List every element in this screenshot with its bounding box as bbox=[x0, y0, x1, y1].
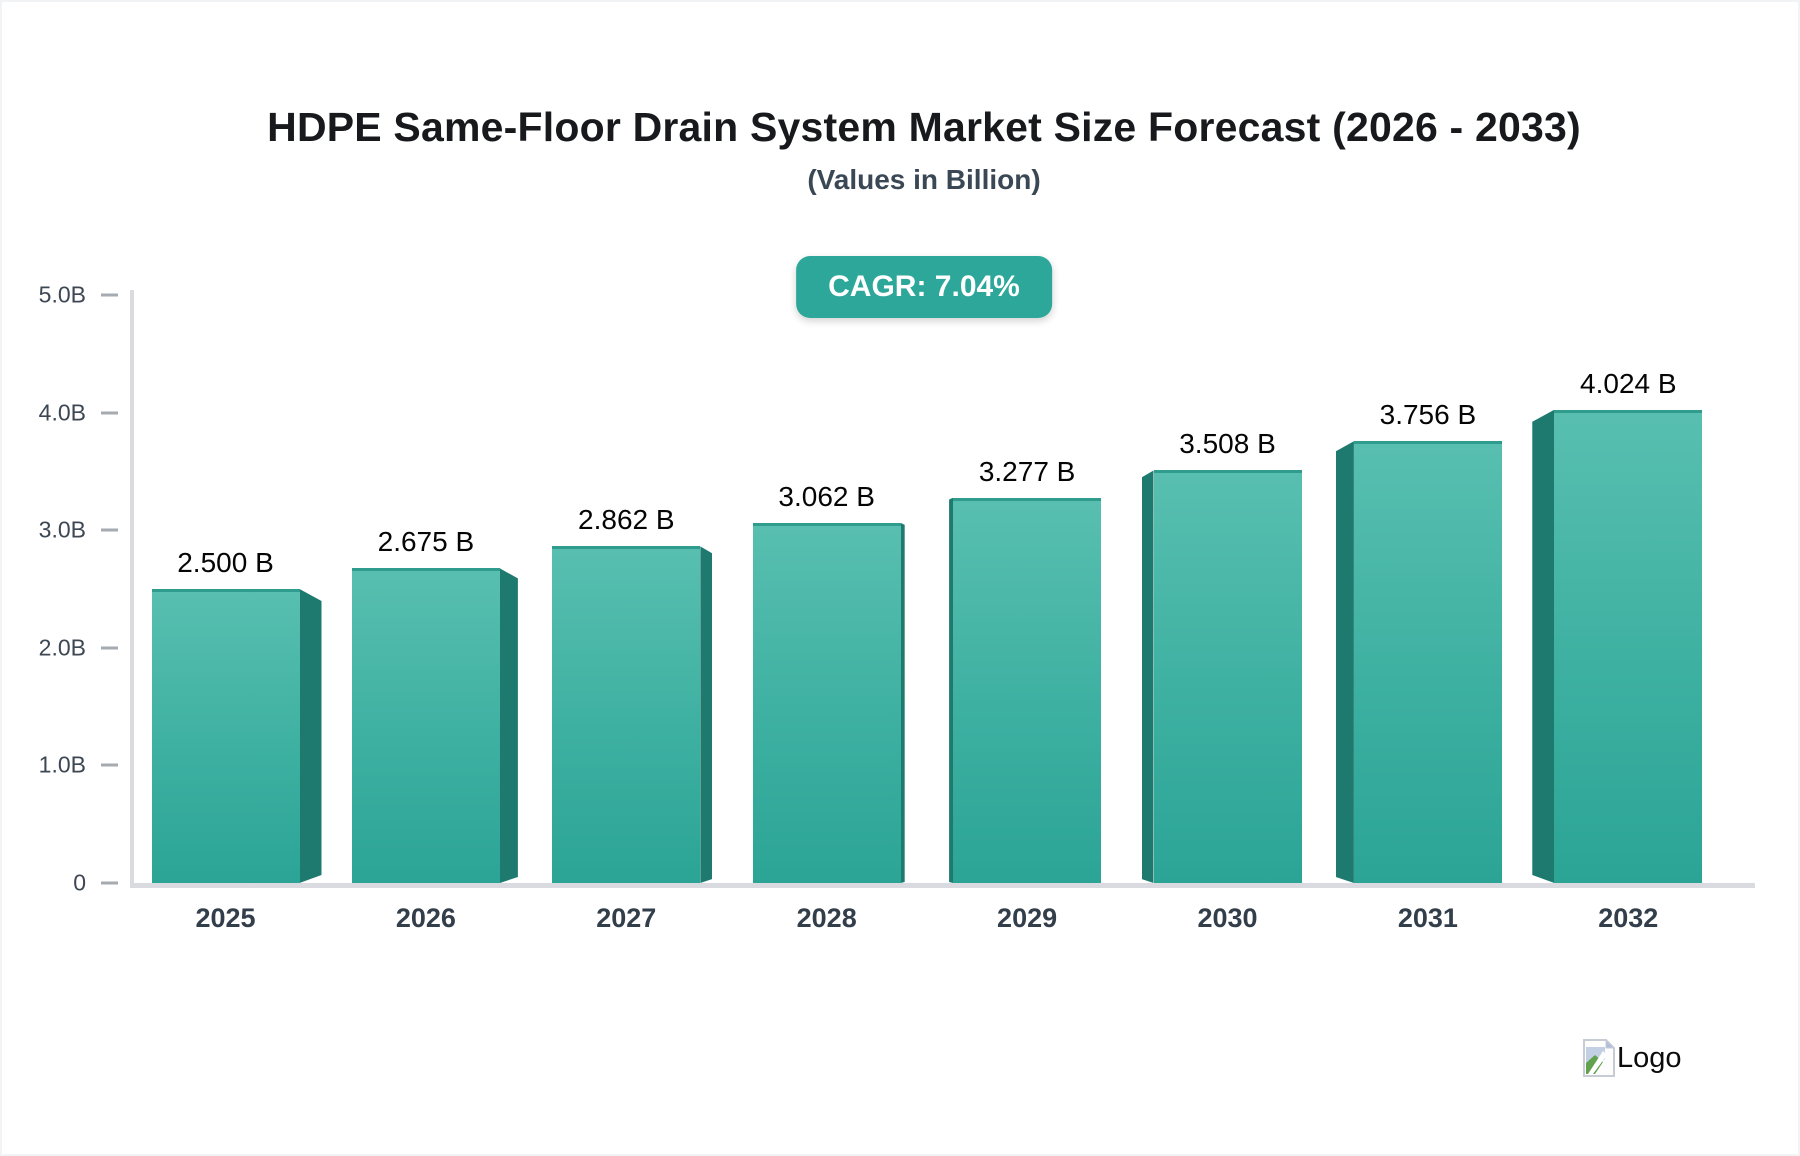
x-tick-label-2025: 2025 bbox=[195, 903, 256, 933]
bar-side-face bbox=[300, 589, 322, 883]
bar-value-label: 3.756 B bbox=[1379, 399, 1477, 431]
bar-side-face bbox=[500, 568, 518, 883]
chart-title: HDPE Same-Floor Drain System Market Size… bbox=[267, 104, 1581, 150]
bar-value-label: 3.508 B bbox=[1179, 428, 1276, 460]
y-tick-label: 2.0B bbox=[38, 634, 86, 661]
logo: Logo bbox=[1583, 1039, 1682, 1077]
bar-2030 bbox=[1153, 470, 1302, 883]
bar-side-face bbox=[1336, 441, 1354, 883]
y-axis-line bbox=[130, 290, 134, 888]
x-tick-label-2026: 2026 bbox=[395, 903, 456, 933]
cagr-badge: CAGR: 7.04% bbox=[796, 256, 1052, 318]
x-tick-label-2032: 2032 bbox=[1598, 903, 1659, 933]
x-tick-label-2030: 2030 bbox=[1197, 903, 1258, 933]
x-tick-label-2027: 2027 bbox=[596, 903, 657, 933]
x-tick-label-2031: 2031 bbox=[1397, 903, 1458, 933]
bar-2032 bbox=[1554, 409, 1703, 883]
bar-side-face bbox=[700, 546, 712, 883]
chart-subtitle: (Values in Billion) bbox=[807, 164, 1041, 195]
y-tick-label: 0 bbox=[73, 869, 86, 896]
bar-side-face bbox=[1142, 470, 1154, 883]
y-tick-mark bbox=[101, 881, 118, 885]
y-tick-label: 3.0B bbox=[38, 516, 86, 543]
x-axis-baseline bbox=[130, 883, 1755, 888]
broken-image-icon bbox=[1583, 1039, 1615, 1077]
y-tick-label: 4.0B bbox=[38, 399, 86, 426]
y-tick-mark bbox=[101, 763, 118, 767]
bar-2031 bbox=[1353, 441, 1502, 883]
bar-side-face bbox=[949, 498, 953, 883]
bar-value-label: 2.675 B bbox=[377, 526, 475, 558]
bar-value-label: 4.024 B bbox=[1580, 367, 1677, 399]
bar-side-face bbox=[901, 523, 905, 883]
y-tick-label: 5.0B bbox=[38, 281, 86, 308]
bar-2026 bbox=[351, 568, 500, 883]
bar-value-label: 3.277 B bbox=[978, 455, 1076, 487]
x-tick-label-2029: 2029 bbox=[997, 903, 1058, 933]
bar-value-label: 2.500 B bbox=[177, 547, 274, 578]
bar-2028 bbox=[752, 522, 901, 883]
y-tick-mark bbox=[101, 293, 118, 297]
y-tick-mark bbox=[101, 646, 118, 650]
y-tick-mark bbox=[101, 411, 118, 415]
bar-value-label: 2.862 B bbox=[578, 504, 675, 536]
bar-2027 bbox=[552, 546, 701, 883]
bar-value-label: 3.062 B bbox=[778, 480, 875, 512]
y-tick-mark bbox=[101, 528, 118, 532]
bar-side-face bbox=[1532, 410, 1554, 883]
logo-alt-text: Logo bbox=[1617, 1041, 1682, 1074]
x-tick-label-2028: 2028 bbox=[796, 903, 857, 933]
bar-2029 bbox=[953, 497, 1102, 883]
y-tick-label: 1.0B bbox=[38, 751, 86, 778]
bar-2025 bbox=[151, 589, 300, 883]
